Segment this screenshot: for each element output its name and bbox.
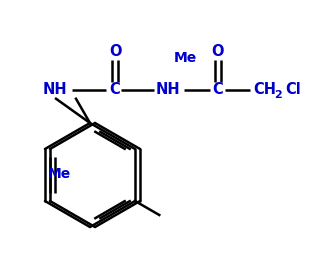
Text: NH: NH [156, 82, 180, 97]
Text: O: O [212, 44, 224, 60]
Text: 2: 2 [274, 90, 282, 100]
Text: O: O [109, 44, 121, 60]
Text: Cl: Cl [285, 82, 301, 97]
Text: Me: Me [48, 167, 71, 181]
Text: Me: Me [173, 51, 197, 65]
Text: C: C [213, 82, 223, 97]
Text: C: C [110, 82, 120, 97]
Text: CH: CH [254, 82, 276, 97]
Text: NH: NH [43, 82, 67, 97]
